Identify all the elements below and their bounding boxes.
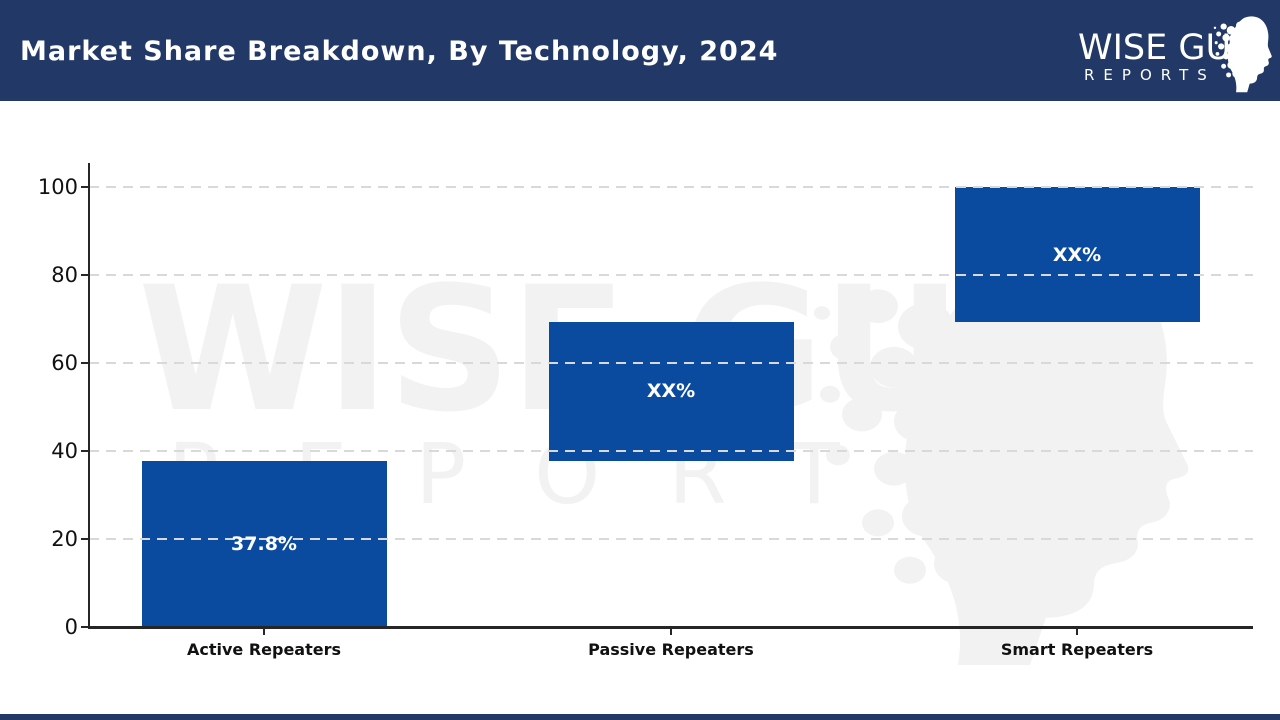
- y-tick-label-40: 40: [51, 439, 78, 463]
- bar-active-repeaters: [141, 460, 387, 627]
- gridline-80: [89, 274, 1253, 276]
- x-axis-line: [88, 626, 1253, 629]
- gridline-60: [89, 362, 1253, 364]
- gridline-100: [89, 186, 1253, 188]
- y-tick-label-100: 100: [37, 175, 78, 199]
- bar-value-label-passive-repeaters: XX%: [646, 380, 696, 403]
- brand-head-icon: [1213, 16, 1272, 93]
- x-tick-mark-smart-repeaters: [1076, 629, 1078, 635]
- y-tick-label-60: 60: [51, 351, 78, 375]
- gridline-40: [89, 450, 1253, 452]
- footer-bar: [0, 714, 1280, 720]
- y-tick-mark-100: [81, 186, 89, 188]
- y-tick-mark-20: [81, 538, 89, 540]
- gridline-20: [89, 538, 1253, 540]
- y-tick-label-80: 80: [51, 263, 78, 287]
- y-tick-label-0: 0: [64, 615, 78, 639]
- header-bar: Market Share Breakdown, By Technology, 2…: [0, 0, 1280, 101]
- bar-value-label-smart-repeaters: XX%: [1052, 243, 1102, 266]
- y-tick-mark-60: [81, 362, 89, 364]
- x-tick-mark-passive-repeaters: [670, 629, 672, 635]
- y-tick-label-20: 20: [51, 527, 78, 551]
- page-title: Market Share Breakdown, By Technology, 2…: [20, 36, 779, 67]
- brand-logo: WISE GUY REPORTS: [1036, 6, 1272, 96]
- y-axis-line: [88, 163, 90, 628]
- y-tick-mark-0: [81, 626, 89, 628]
- x-category-label-active-repeaters: Active Repeaters: [186, 640, 342, 659]
- bar-value-label-active-repeaters: 37.8%: [231, 532, 297, 555]
- y-tick-mark-80: [81, 274, 89, 276]
- bar-passive-repeaters: [548, 322, 794, 461]
- x-category-label-smart-repeaters: Smart Repeaters: [1000, 640, 1154, 659]
- bar-smart-repeaters: [954, 187, 1200, 323]
- brand-sub: REPORTS: [1084, 66, 1216, 84]
- y-tick-mark-40: [81, 450, 89, 452]
- x-tick-mark-active-repeaters: [263, 629, 265, 635]
- x-category-label-passive-repeaters: Passive Repeaters: [588, 640, 754, 659]
